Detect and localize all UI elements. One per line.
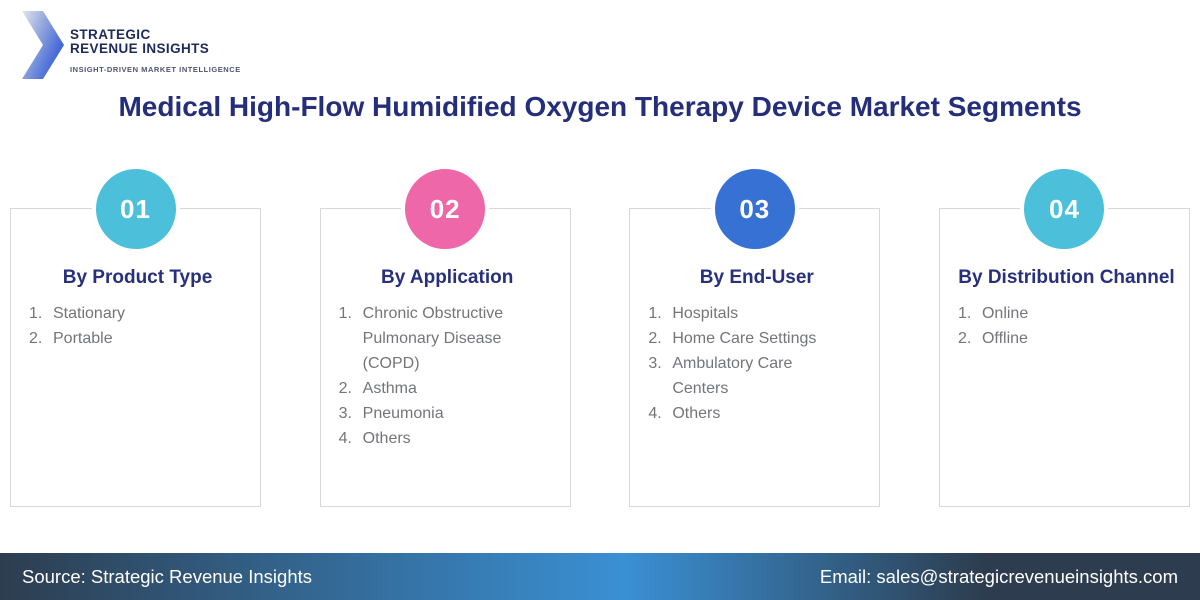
- list-item: 2. Asthma: [339, 376, 556, 401]
- list-item: 2. Home Care Settings: [648, 326, 865, 351]
- list-item-text: Hospitals: [672, 305, 739, 322]
- list-item-text: Pneumonia: [362, 405, 444, 422]
- segment-number-badge: 02: [401, 165, 490, 253]
- segment-card: 03 By End-User 1. Hospitals 2. Home Care Se…: [629, 165, 881, 507]
- list-item: 1. Stationary: [29, 301, 246, 326]
- list-item: 1. Hospitals: [648, 301, 865, 326]
- list-item: 2. Offline: [958, 326, 1175, 351]
- list-item-number: 1.: [957, 305, 972, 322]
- segments-row: 01 By Product Type 1. Stationary 2. Portabl…: [10, 165, 1190, 507]
- list-item-number: 1.: [29, 305, 43, 322]
- list-item-text: Asthma: [362, 380, 417, 397]
- list-item-text: Home Care Settings: [672, 330, 817, 347]
- brand-text: STRATEGIC REVENUE INSIGHTS INSIGHT-DRIVE…: [70, 10, 241, 75]
- footer-email: Email: sales@strategicrevenueinsights.co…: [819, 565, 1178, 587]
- list-item: 1. Chronic Obstructive Pulmonary Disease …: [339, 301, 556, 376]
- page-title: Medical High-Flow Humidified Oxygen Ther…: [118, 91, 1082, 122]
- segment-item-list: 1. Chronic Obstructive Pulmonary Disease …: [339, 301, 556, 451]
- list-item: 2. Portable: [29, 326, 246, 351]
- brand-name-line1: STRATEGIC: [70, 27, 151, 42]
- list-item-text: Others: [672, 405, 721, 422]
- list-item-number: 2.: [957, 330, 972, 347]
- list-item-text: Offline: [981, 330, 1028, 347]
- list-item-number: 3.: [648, 355, 662, 372]
- list-item: 3. Pneumonia: [339, 401, 556, 426]
- footer-bar: Source: Strategic Revenue Insights Email…: [0, 553, 1200, 600]
- segment-heading: By Distribution Channel: [958, 267, 1175, 288]
- segment-item-list: 1. Hospitals 2. Home Care Settings 3. Ambulat…: [648, 301, 865, 426]
- segment-card: 04 By Distribution Channel 1. Online 2. Off…: [938, 165, 1190, 507]
- segment-item-list: 1. Online 2. Offline: [958, 301, 1175, 351]
- segment-number-badge: 01: [91, 165, 180, 253]
- list-item-number: 4.: [338, 430, 352, 447]
- list-item-text: Stationary: [53, 305, 126, 322]
- list-item-number: 3.: [338, 405, 352, 422]
- brand-tagline: INSIGHT-DRIVEN MARKET INTELLIGENCE: [70, 65, 241, 74]
- list-item-number: 4.: [648, 405, 662, 422]
- brand-name-line2: REVENUE INSIGHTS: [70, 41, 210, 56]
- list-item-text: Others: [362, 430, 411, 447]
- footer-source: Source: Strategic Revenue Insights: [22, 565, 312, 587]
- segment-heading: By Application: [381, 267, 514, 288]
- list-item: 4. Others: [648, 401, 865, 426]
- segment-card: 02 By Application 1. Chronic Obstructive …: [319, 165, 571, 507]
- list-item: 1. Online: [958, 301, 1175, 326]
- brand-logo: STRATEGIC REVENUE INSIGHTS INSIGHT-DRIVE…: [22, 10, 241, 80]
- list-item-text: Chronic Obstructive Pulmonary Disease (C…: [362, 305, 504, 372]
- segment-item-list: 1. Stationary 2. Portable: [29, 301, 246, 351]
- list-item-number: 2.: [648, 330, 662, 347]
- list-item-number: 2.: [29, 330, 43, 347]
- list-item-number: 1.: [338, 305, 352, 322]
- segment-heading: By Product Type: [62, 267, 213, 288]
- list-item: 4. Others: [339, 426, 556, 451]
- list-item: 3. Ambulatory Care Centers: [648, 351, 865, 401]
- list-item-text: Portable: [53, 330, 113, 347]
- segment-heading: By End-User: [699, 267, 814, 288]
- chevron-arrow-icon: [22, 11, 64, 79]
- list-item-text: Ambulatory Care Centers: [672, 355, 793, 397]
- list-item-number: 2.: [338, 380, 352, 397]
- segment-number-badge: 03: [710, 165, 799, 253]
- list-item-text: Online: [981, 305, 1029, 322]
- segment-card: 01 By Product Type 1. Stationary 2. Portabl…: [10, 165, 261, 507]
- segment-number-badge: 04: [1020, 165, 1109, 253]
- list-item-number: 1.: [648, 305, 662, 322]
